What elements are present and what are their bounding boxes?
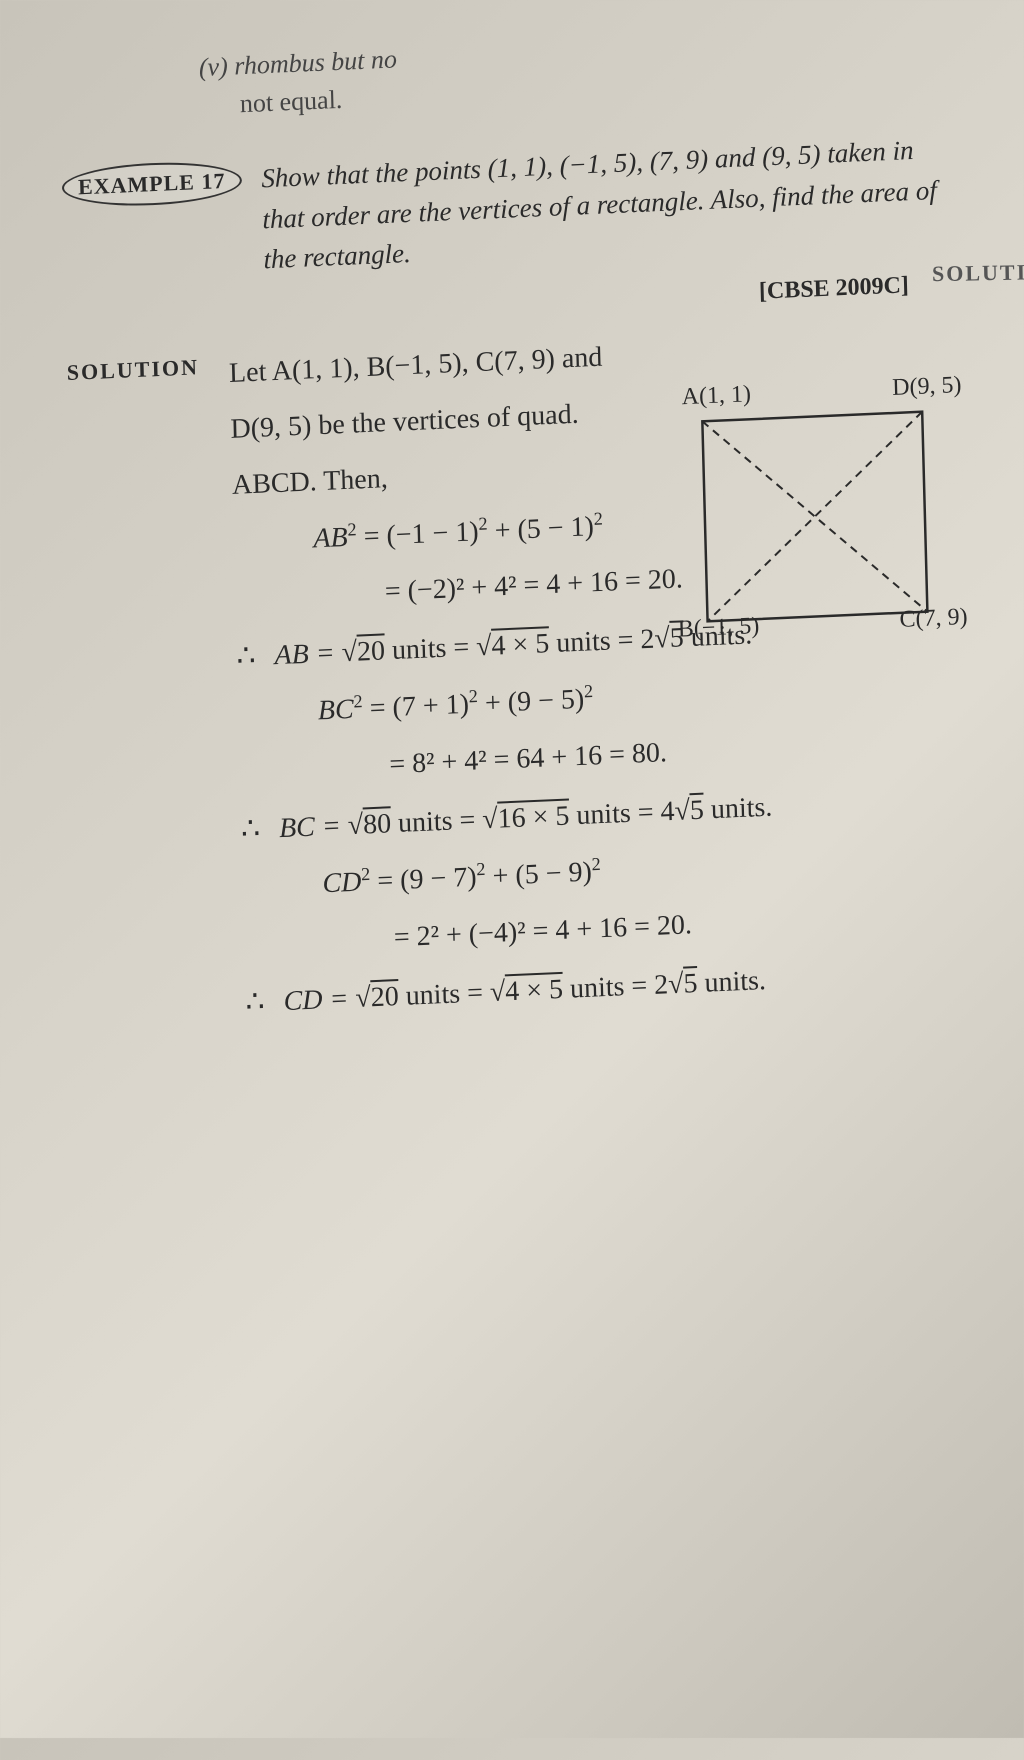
side-solution-label: SOLUTION [932, 259, 1024, 287]
example-badge: EXAMPLE 17 [61, 159, 241, 209]
rectangle-diagram [692, 401, 938, 631]
solution-label: SOLUTION [67, 354, 200, 386]
example-header: EXAMPLE 17 Show that the points (1, 1), … [61, 129, 947, 289]
vertex-c-label: C(7, 9) [899, 604, 968, 634]
vertex-b-label: B(−1, 5) [677, 613, 759, 644]
vertex-a-label: A(1, 1) [681, 381, 751, 411]
example-question: Show that the points (1, 1), (−1, 5), (7… [261, 129, 948, 280]
rectangle-figure: A(1, 1) D(9, 5) B(−1, 5) C(7, 9) [692, 400, 958, 636]
textbook-page: (v) rhombus but no not equal. EXAMPLE 17… [0, 0, 1024, 1760]
vertex-d-label: D(9, 5) [892, 372, 962, 402]
